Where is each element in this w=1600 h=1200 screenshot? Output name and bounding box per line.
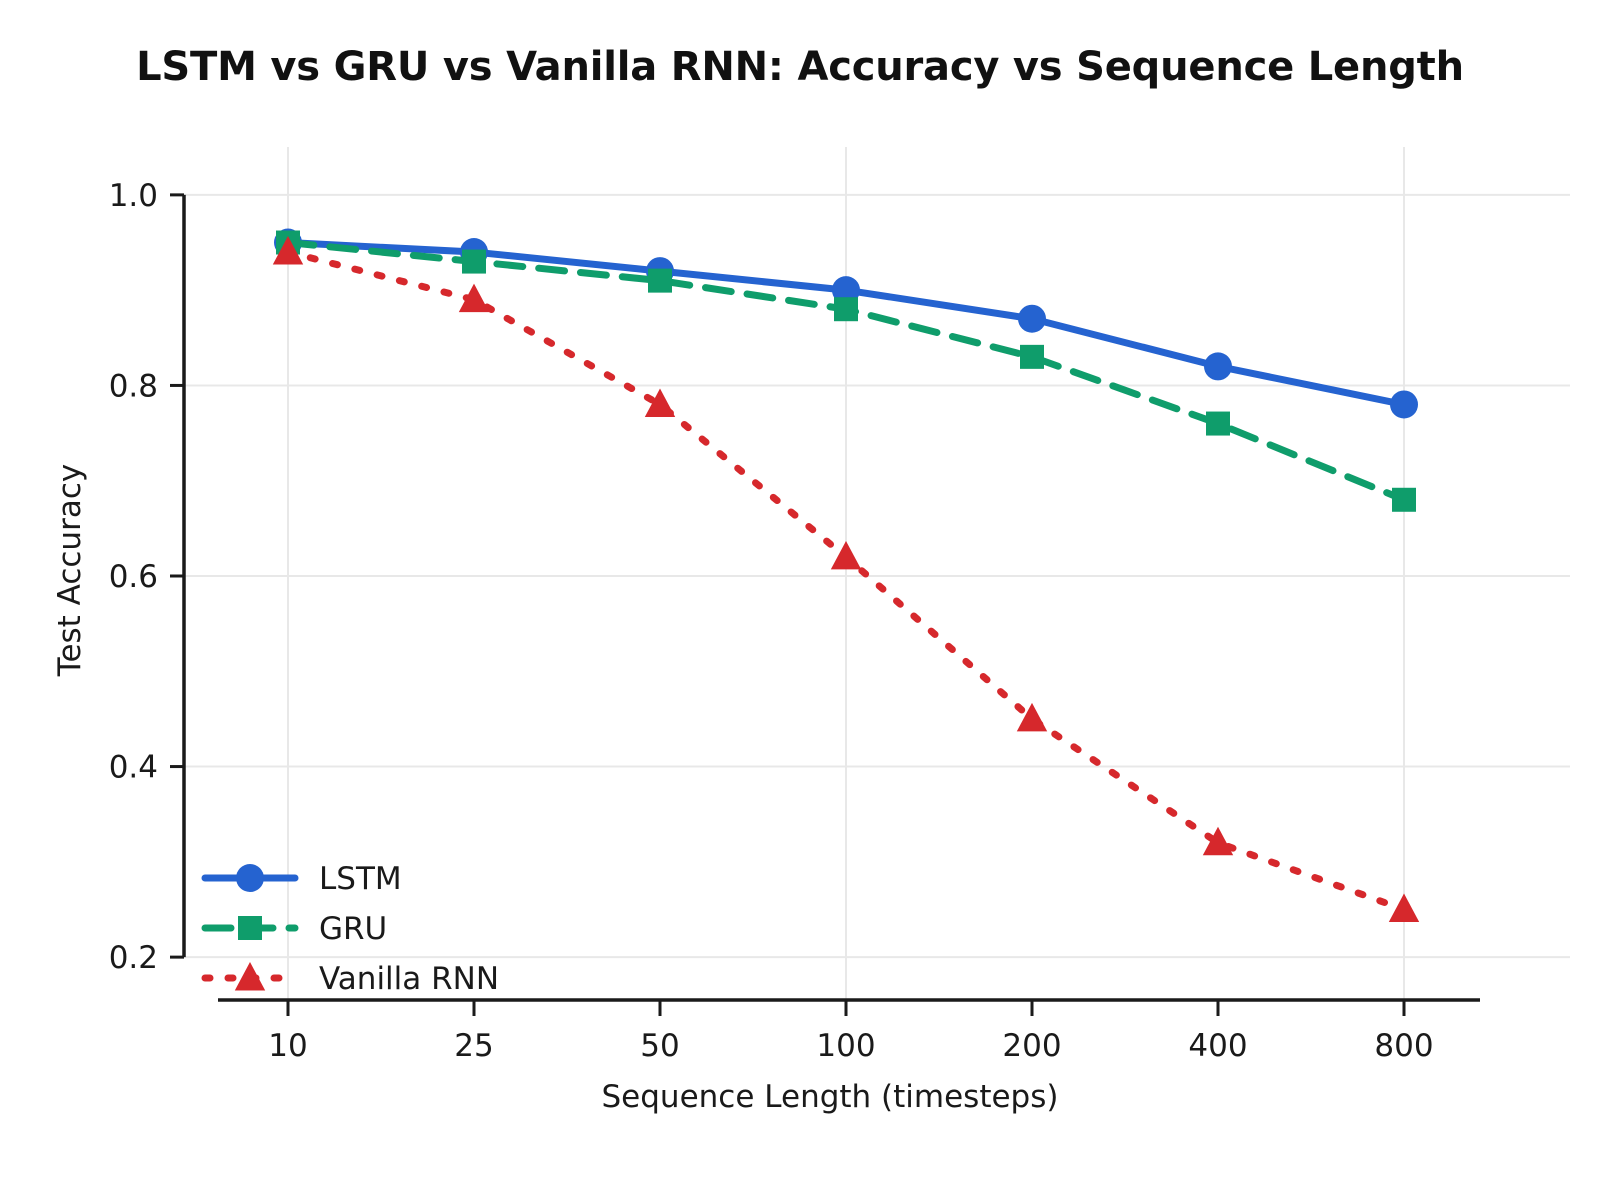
data-point (832, 276, 860, 305)
y-tick-label: 1.0 (109, 178, 158, 214)
legend-marker-circle (236, 864, 264, 892)
data-series-layer (272, 228, 1420, 922)
chart-legend: LSTM GRU Vanilla RNN (201, 861, 499, 997)
data-point (458, 283, 490, 313)
data-point (1392, 487, 1416, 512)
data-point (830, 540, 862, 570)
data-point (1016, 702, 1048, 732)
x-tick-label: 100 (816, 1028, 875, 1064)
y-tick-label: 0.2 (109, 940, 158, 976)
legend-marker-square (238, 916, 262, 940)
x-axis-label: Sequence Length (timesteps) (602, 1079, 1059, 1115)
data-point (644, 388, 676, 417)
x-tick-label: 200 (1002, 1028, 1061, 1064)
y-tick-label: 0.8 (109, 368, 158, 404)
x-tick-label: 800 (1374, 1028, 1433, 1064)
x-tick-label: 50 (640, 1028, 679, 1064)
data-point (272, 236, 304, 265)
axes (170, 193, 1480, 1016)
data-point (648, 268, 672, 293)
data-point (1204, 352, 1232, 381)
data-point (462, 249, 486, 274)
data-point (1202, 826, 1234, 856)
data-point (1390, 390, 1418, 419)
gridlines (184, 147, 1570, 1000)
series-vanilla-rnn (272, 236, 1420, 922)
data-point (1388, 893, 1420, 922)
tick-labels: 0.2 0.4 0.6 0.8 1.0 10 25 50 100 200 400 800 (109, 178, 1434, 1064)
x-tick-label: 25 (454, 1028, 493, 1064)
data-point (834, 297, 858, 322)
y-axis-label: Test Accuracy (52, 464, 88, 677)
x-tick-label: 400 (1188, 1028, 1247, 1064)
legend-marker-triangle (234, 962, 266, 991)
series-gru (276, 230, 1416, 512)
legend-label: LSTM (319, 861, 402, 897)
legend-item-vanilla-rnn[interactable]: Vanilla RNN (201, 961, 499, 997)
y-tick-label: 0.4 (109, 750, 158, 786)
y-tick-label: 0.6 (109, 559, 158, 595)
legend-label: Vanilla RNN (319, 961, 499, 997)
legend-item-lstm[interactable]: LSTM (201, 861, 402, 897)
data-point (1018, 304, 1046, 333)
legend-item-gru[interactable]: GRU (201, 911, 387, 947)
data-point (1020, 344, 1044, 369)
page-title: LSTM vs GRU vs Vanilla RNN: Accuracy vs … (136, 44, 1464, 90)
x-tick-label: 10 (268, 1028, 307, 1064)
data-point (1206, 411, 1230, 436)
legend-label: GRU (319, 911, 387, 947)
